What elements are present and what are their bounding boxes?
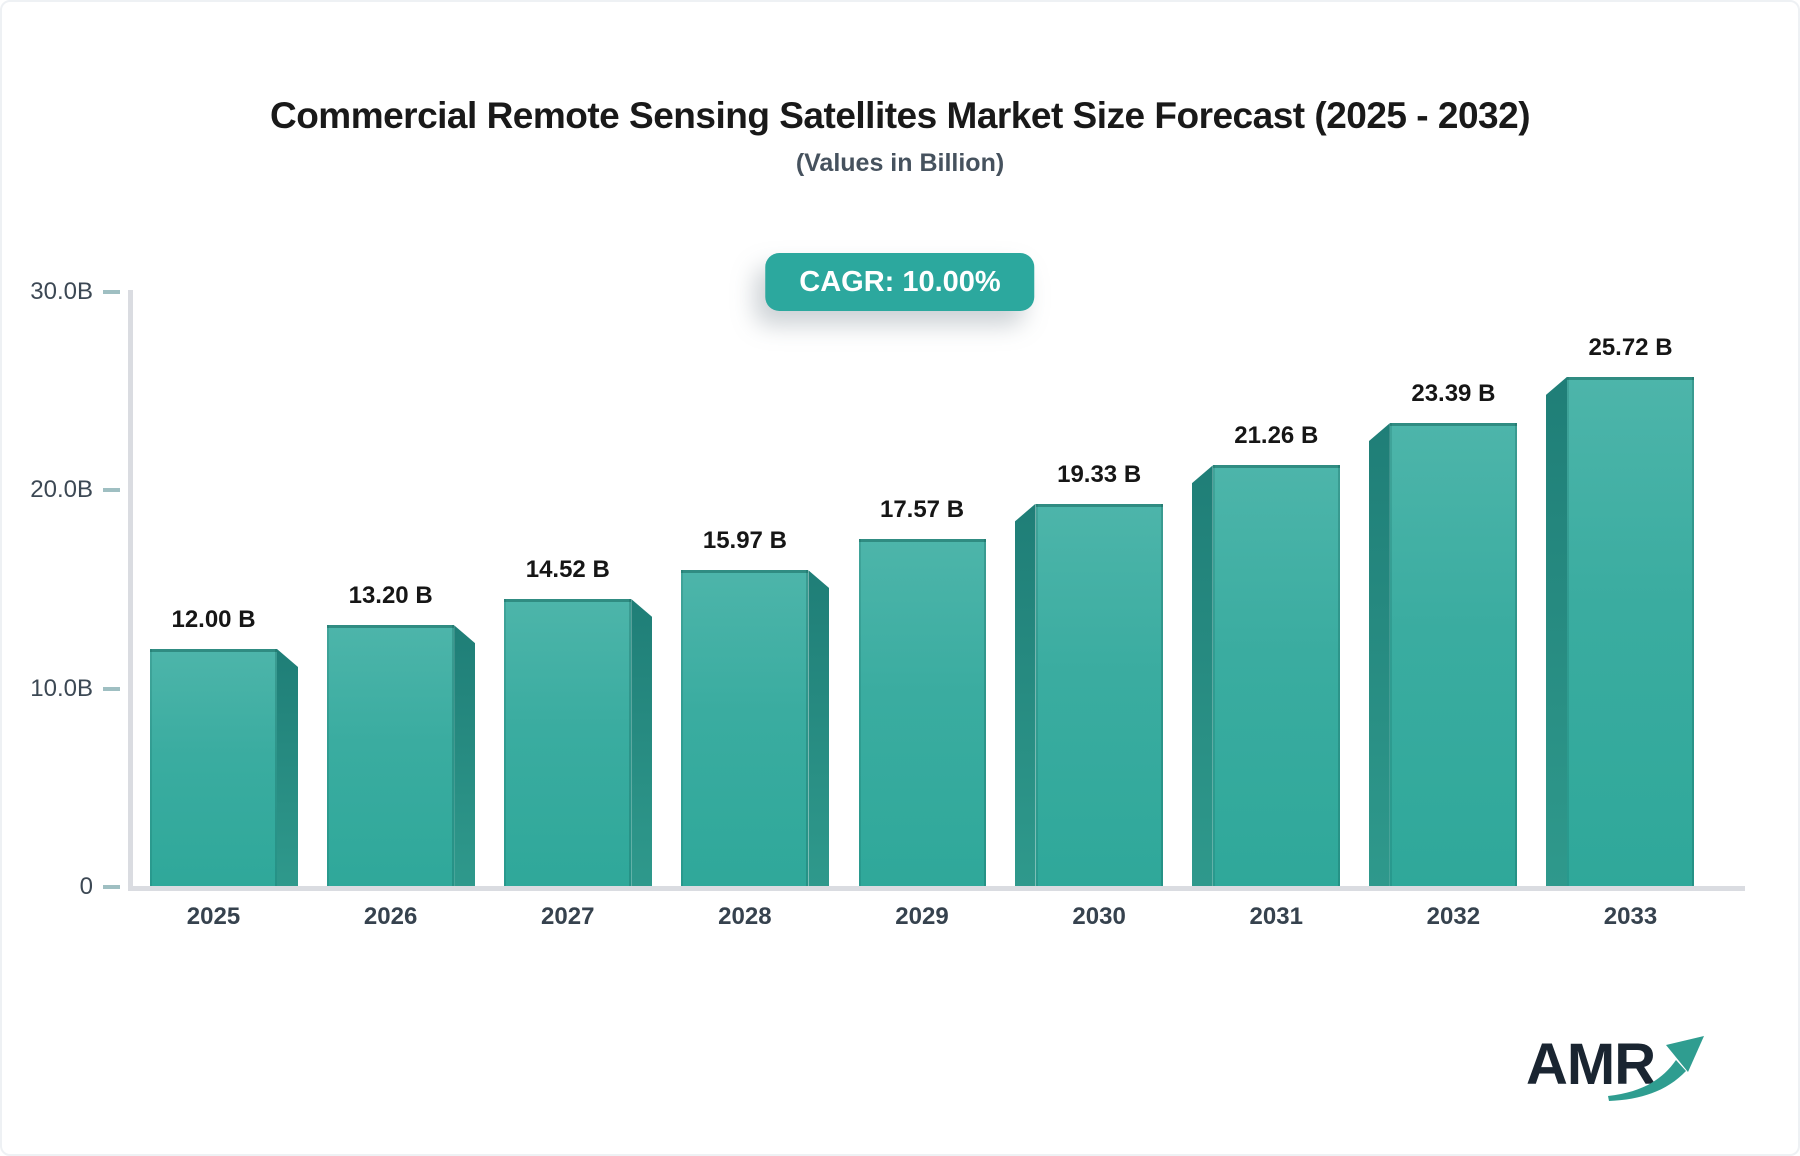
amr-logo-text: AMR [1526, 1032, 1656, 1097]
bar-side-face [808, 570, 830, 887]
x-tick-label-2026: 2026 [363, 903, 418, 930]
y-tick-dash [103, 290, 120, 294]
x-axis-line [128, 886, 1745, 891]
x-tick-label-2027: 2027 [541, 903, 595, 930]
y-tick-label: 30.0B [30, 278, 93, 305]
bar-side-face [1191, 465, 1213, 887]
x-tick-label-2025: 2025 [186, 903, 241, 930]
y-tick-label: 10.0B [30, 674, 93, 702]
bar-value-label: 17.57 B [879, 495, 965, 523]
bar-value-label: 13.20 B [348, 582, 433, 610]
chart-subtitle: (Values in Billion) [795, 149, 1005, 177]
y-tick-dash [103, 686, 120, 691]
y-tick-label: 20.0B [30, 476, 93, 504]
bar-value-label: 25.72 B [1588, 333, 1673, 361]
bar-face [1567, 376, 1694, 887]
cagr-badge: CAGR: 10.00% [765, 253, 1035, 311]
y-tick-dash [103, 885, 120, 889]
trend-up-arrow-icon [1608, 1036, 1704, 1101]
y-tick-dash [103, 488, 120, 493]
bar-side-face [631, 599, 653, 887]
bar-side-face [1014, 503, 1036, 887]
bar-face [327, 625, 455, 887]
bar-value-label: 12.00 B [171, 606, 256, 633]
x-tick-label-2029: 2029 [895, 903, 949, 930]
bar-face [1389, 423, 1517, 887]
bar-value-label: 21.26 B [1234, 422, 1319, 450]
x-tick-label-2031: 2031 [1249, 903, 1303, 930]
bar-side-face [277, 649, 298, 887]
bar-value-label: 19.33 B [1057, 460, 1142, 488]
bar-face [681, 570, 809, 887]
x-tick-label-2028: 2028 [718, 903, 772, 930]
y-tick-label: 0 [79, 873, 93, 900]
chart-title: Commercial Remote Sensing Satellites Mar… [269, 95, 1531, 136]
bar-value-label: 14.52 B [525, 556, 610, 584]
bar-face [1035, 503, 1163, 887]
x-tick-label-2030: 2030 [1072, 903, 1126, 930]
bar-side-face [454, 625, 476, 887]
bar-face [150, 649, 277, 887]
bar-face [858, 538, 986, 887]
bar-value-label: 15.97 B [702, 527, 787, 555]
bar-value-label: 23.39 B [1411, 380, 1496, 408]
bar-face [1212, 465, 1340, 887]
x-tick-label-2033: 2033 [1603, 903, 1658, 930]
bar-side-face [1368, 423, 1390, 887]
y-axis-line [128, 290, 133, 891]
x-tick-label-2032: 2032 [1426, 903, 1481, 930]
bar-side-face [1546, 376, 1567, 887]
bar-face [504, 599, 632, 887]
